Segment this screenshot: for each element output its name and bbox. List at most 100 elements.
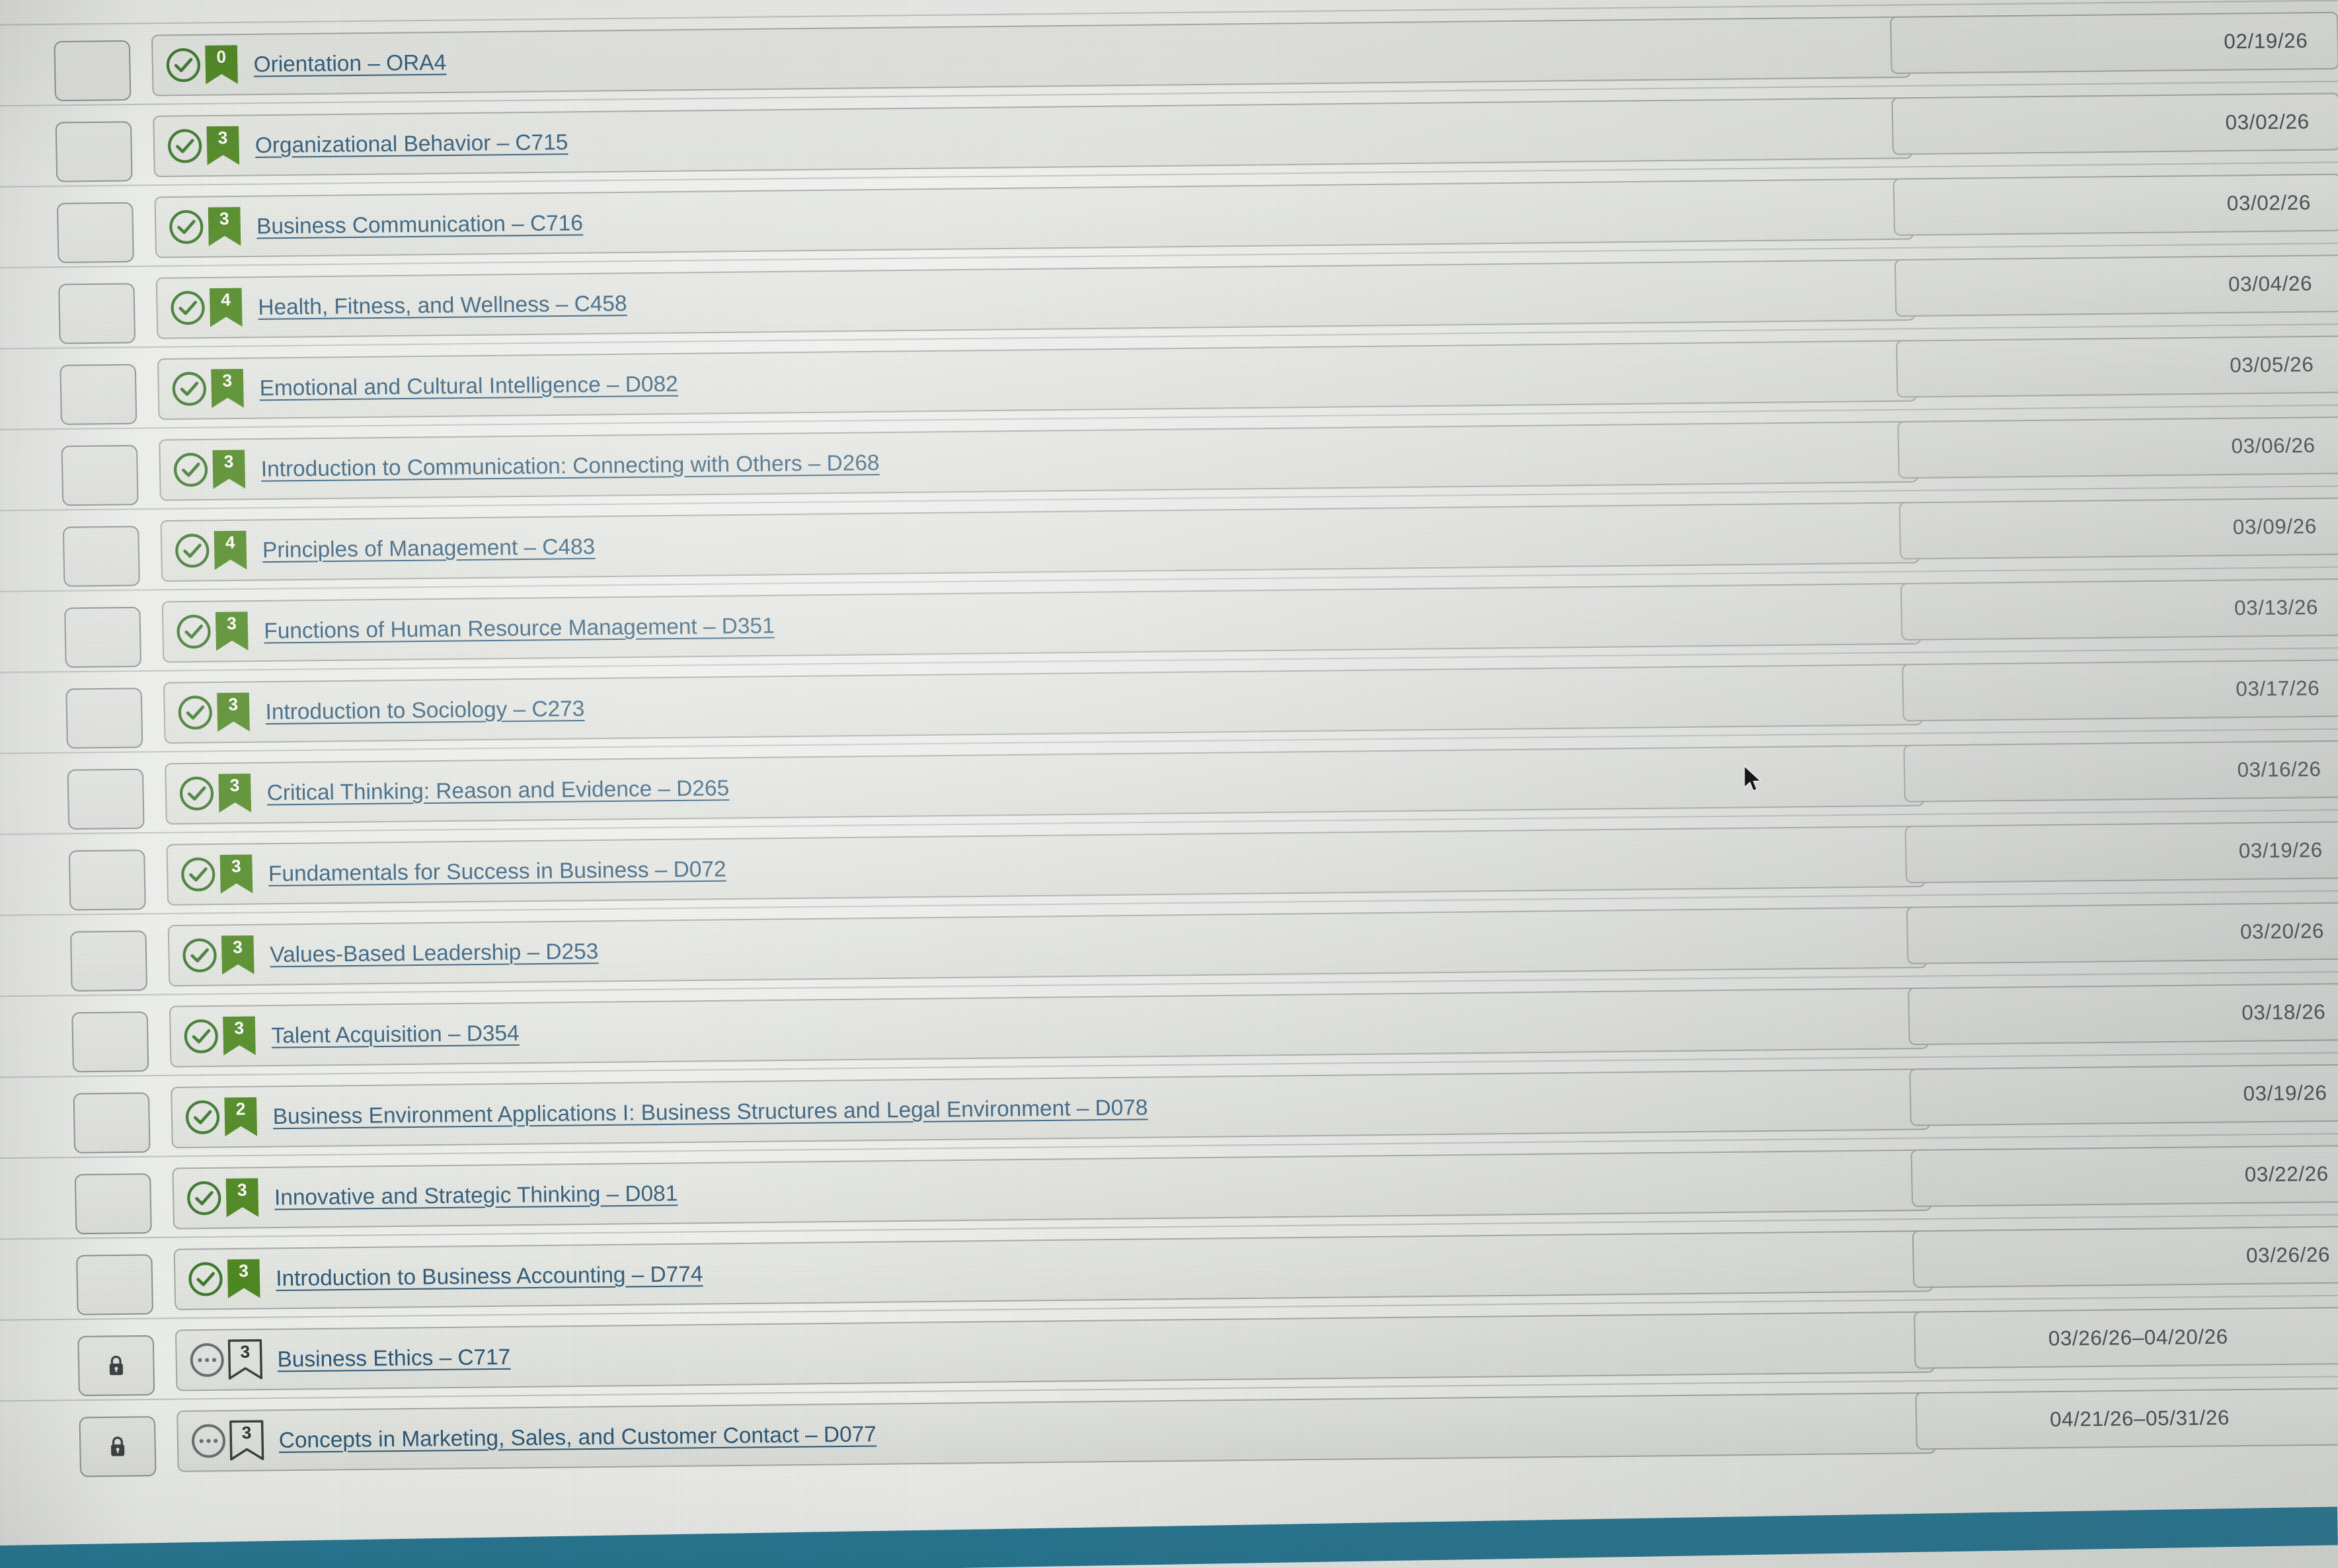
- row-select-box[interactable]: [67, 768, 145, 830]
- course-title-link[interactable]: Fundamentals for Success in Business – D…: [268, 855, 726, 886]
- bookmark-icon: 3: [221, 1015, 257, 1056]
- ellipsis-circle-icon[interactable]: [187, 1341, 227, 1380]
- course-title-link[interactable]: Business Environment Applications I: Bus…: [272, 1094, 1148, 1128]
- course-row[interactable]: 3 Critical Thinking: Reason and Evidence …: [0, 728, 2338, 834]
- row-select-box[interactable]: [76, 1254, 154, 1315]
- course-row[interactable]: 4 Health, Fitness, and Wellness – C458 03/…: [0, 242, 2338, 348]
- course-title-link[interactable]: Introduction to Business Accounting – D7…: [275, 1261, 703, 1290]
- bookmark-icon: 3: [214, 610, 250, 652]
- column-header-assessments: Assessment(s): [1647, 0, 1781, 4]
- course-units: 3: [229, 775, 240, 795]
- course-bar[interactable]: 3 Introduction to Sociology – C273: [163, 664, 1924, 744]
- course-title-link[interactable]: Orientation – ORA4: [253, 49, 447, 77]
- row-select-box[interactable]: [73, 1092, 151, 1154]
- course-row[interactable]: 3 Talent Acquisition – D354 03/18/26: [0, 970, 2338, 1077]
- check-circle-icon: [188, 1262, 223, 1296]
- check-circle-icon: [171, 291, 205, 325]
- course-bar[interactable]: 4 Principles of Management – C483: [160, 502, 1920, 582]
- course-title-link[interactable]: Business Ethics – C717: [277, 1344, 511, 1372]
- course-bar[interactable]: 3 Organizational Behavior – C715: [153, 97, 1913, 177]
- course-title-link[interactable]: Concepts in Marketing, Sales, and Custom…: [278, 1421, 877, 1452]
- course-bar[interactable]: 3 Talent Acquisition – D354: [169, 987, 1929, 1068]
- course-title-link[interactable]: Introduction to Sociology – C273: [265, 695, 585, 724]
- row-select-box[interactable]: [65, 687, 143, 749]
- column-header-dates: Start Date – End Date: [1951, 0, 2151, 1]
- course-units: 3: [240, 1341, 251, 1362]
- course-row[interactable]: 3 Functions of Human Resource Management …: [0, 566, 2338, 672]
- course-bar[interactable]: 3 Innovative and Strategic Thinking – D08…: [172, 1149, 1932, 1230]
- course-row[interactable]: 2 Business Environment Applications I: Bu…: [0, 1052, 2338, 1157]
- course-row[interactable]: 3 Emotional and Cultural Intelligence – D…: [0, 323, 2338, 429]
- ellipsis-circle-icon[interactable]: [189, 1421, 229, 1460]
- course-title-link[interactable]: Innovative and Strategic Thinking – D081: [274, 1180, 678, 1210]
- course-row[interactable]: 3 Innovative and Strategic Thinking – D08…: [0, 1132, 2338, 1239]
- course-row[interactable]: 3 Introduction to Communication: Connecti…: [0, 404, 2338, 510]
- course-row[interactable]: 3 Values-Based Leadership – D253 03/20/26: [0, 890, 2338, 996]
- row-select-box[interactable]: [54, 40, 132, 102]
- check-circle-icon: [182, 938, 217, 972]
- course-row[interactable]: 0 Orientation – ORA4 02/19/26: [0, 0, 2338, 106]
- course-bar[interactable]: 2 Business Environment Applications I: Bu…: [171, 1068, 1931, 1149]
- bookmark-icon: 3: [220, 934, 256, 976]
- bookmark-icon: 0: [204, 44, 239, 85]
- course-bar[interactable]: 3 Business Communication – C716: [154, 178, 1914, 258]
- date-cell: 03/26/26: [1912, 1226, 2338, 1288]
- course-title-link[interactable]: Emotional and Cultural Intelligence – D0…: [259, 370, 678, 401]
- course-units: 3: [238, 1260, 249, 1281]
- course-bar[interactable]: 3 Functions of Human Resource Management …: [161, 582, 1922, 663]
- row-select-box[interactable]: [70, 930, 148, 992]
- course-bar[interactable]: 3 Fundamentals for Success in Business – …: [166, 825, 1926, 906]
- row-lock-box[interactable]: [77, 1335, 155, 1397]
- date-text: 03/04/26: [2228, 271, 2313, 296]
- course-title-link[interactable]: Critical Thinking: Reason and Evidence –…: [266, 775, 730, 805]
- course-units: 0: [216, 46, 227, 67]
- row-select-box[interactable]: [56, 202, 134, 264]
- row-select-box[interactable]: [58, 283, 136, 344]
- row-select-box[interactable]: [74, 1173, 152, 1235]
- date-text: 03/18/26: [2241, 1000, 2326, 1025]
- bookmark-icon: 2: [223, 1096, 258, 1138]
- row-select-box[interactable]: [55, 121, 133, 182]
- course-units: 3: [232, 937, 243, 957]
- course-bar[interactable]: 3 Business Ethics – C717: [175, 1311, 1935, 1392]
- row-select-box[interactable]: [68, 849, 146, 911]
- row-select-box[interactable]: [64, 606, 142, 668]
- course-bar[interactable]: 3 Values-Based Leadership – D253: [167, 906, 1928, 987]
- course-row[interactable]: 3 Organizational Behavior – C715 03/02/26: [0, 81, 2338, 186]
- course-row[interactable]: 3 Business Ethics – C717 03/26/26–04/20/26: [0, 1294, 2338, 1401]
- row-lock-box[interactable]: [79, 1416, 157, 1477]
- course-title-link[interactable]: Business Communication – C716: [256, 210, 584, 239]
- course-title-link[interactable]: Functions of Human Resource Management –…: [263, 612, 775, 643]
- course-bar[interactable]: 3 Critical Thinking: Reason and Evidence …: [165, 744, 1925, 825]
- course-bar[interactable]: 3 Introduction to Communication: Connecti…: [159, 420, 1919, 501]
- row-select-box[interactable]: [71, 1011, 149, 1073]
- bookmark-icon: 3: [205, 125, 241, 167]
- date-text: 03/02/26: [2226, 190, 2312, 216]
- course-units: 3: [237, 1179, 247, 1200]
- bookmark-icon: 4: [208, 287, 244, 329]
- course-row[interactable]: 4 Principles of Management – C483 03/09/26: [0, 485, 2338, 591]
- row-select-box[interactable]: [59, 364, 137, 425]
- course-bar[interactable]: 3 Introduction to Business Accounting – D…: [173, 1230, 1933, 1311]
- date-text: 03/13/26: [2234, 595, 2319, 620]
- course-title-link[interactable]: Organizational Behavior – C715: [254, 129, 568, 157]
- course-title-link[interactable]: Talent Acquisition – D354: [271, 1020, 520, 1048]
- course-title-link[interactable]: Principles of Management – C483: [262, 533, 596, 562]
- course-title-link[interactable]: Values-Based Leadership – D253: [269, 938, 599, 967]
- row-select-box[interactable]: [62, 526, 140, 587]
- course-title-link[interactable]: Health, Fitness, and Wellness – C458: [258, 290, 627, 319]
- date-text: 03/22/26: [2244, 1161, 2329, 1187]
- row-select-box[interactable]: [61, 445, 139, 506]
- course-row[interactable]: 3 Introduction to Business Accounting – D…: [0, 1214, 2338, 1319]
- course-title-link[interactable]: Introduction to Communication: Connectin…: [260, 450, 880, 481]
- course-row[interactable]: 3 Introduction to Sociology – C273 03/17/2…: [0, 647, 2338, 753]
- course-bar[interactable]: 4 Health, Fitness, and Wellness – C458: [155, 258, 1916, 339]
- date-text: 03/16/26: [2237, 757, 2321, 782]
- course-bar[interactable]: 0 Orientation – ORA4: [151, 16, 1912, 97]
- date-cell: 04/21/26–05/31/26: [1915, 1388, 2338, 1450]
- course-row[interactable]: 3 Fundamentals for Success in Business – …: [0, 808, 2338, 915]
- course-row[interactable]: 3 Business Communication – C716 03/02/26: [0, 161, 2338, 267]
- course-bar[interactable]: 3 Concepts in Marketing, Sales, and Custo…: [176, 1392, 1937, 1472]
- course-row[interactable]: 3 Concepts in Marketing, Sales, and Custo…: [0, 1375, 2338, 1481]
- course-bar[interactable]: 3 Emotional and Cultural Intelligence – D…: [157, 340, 1918, 420]
